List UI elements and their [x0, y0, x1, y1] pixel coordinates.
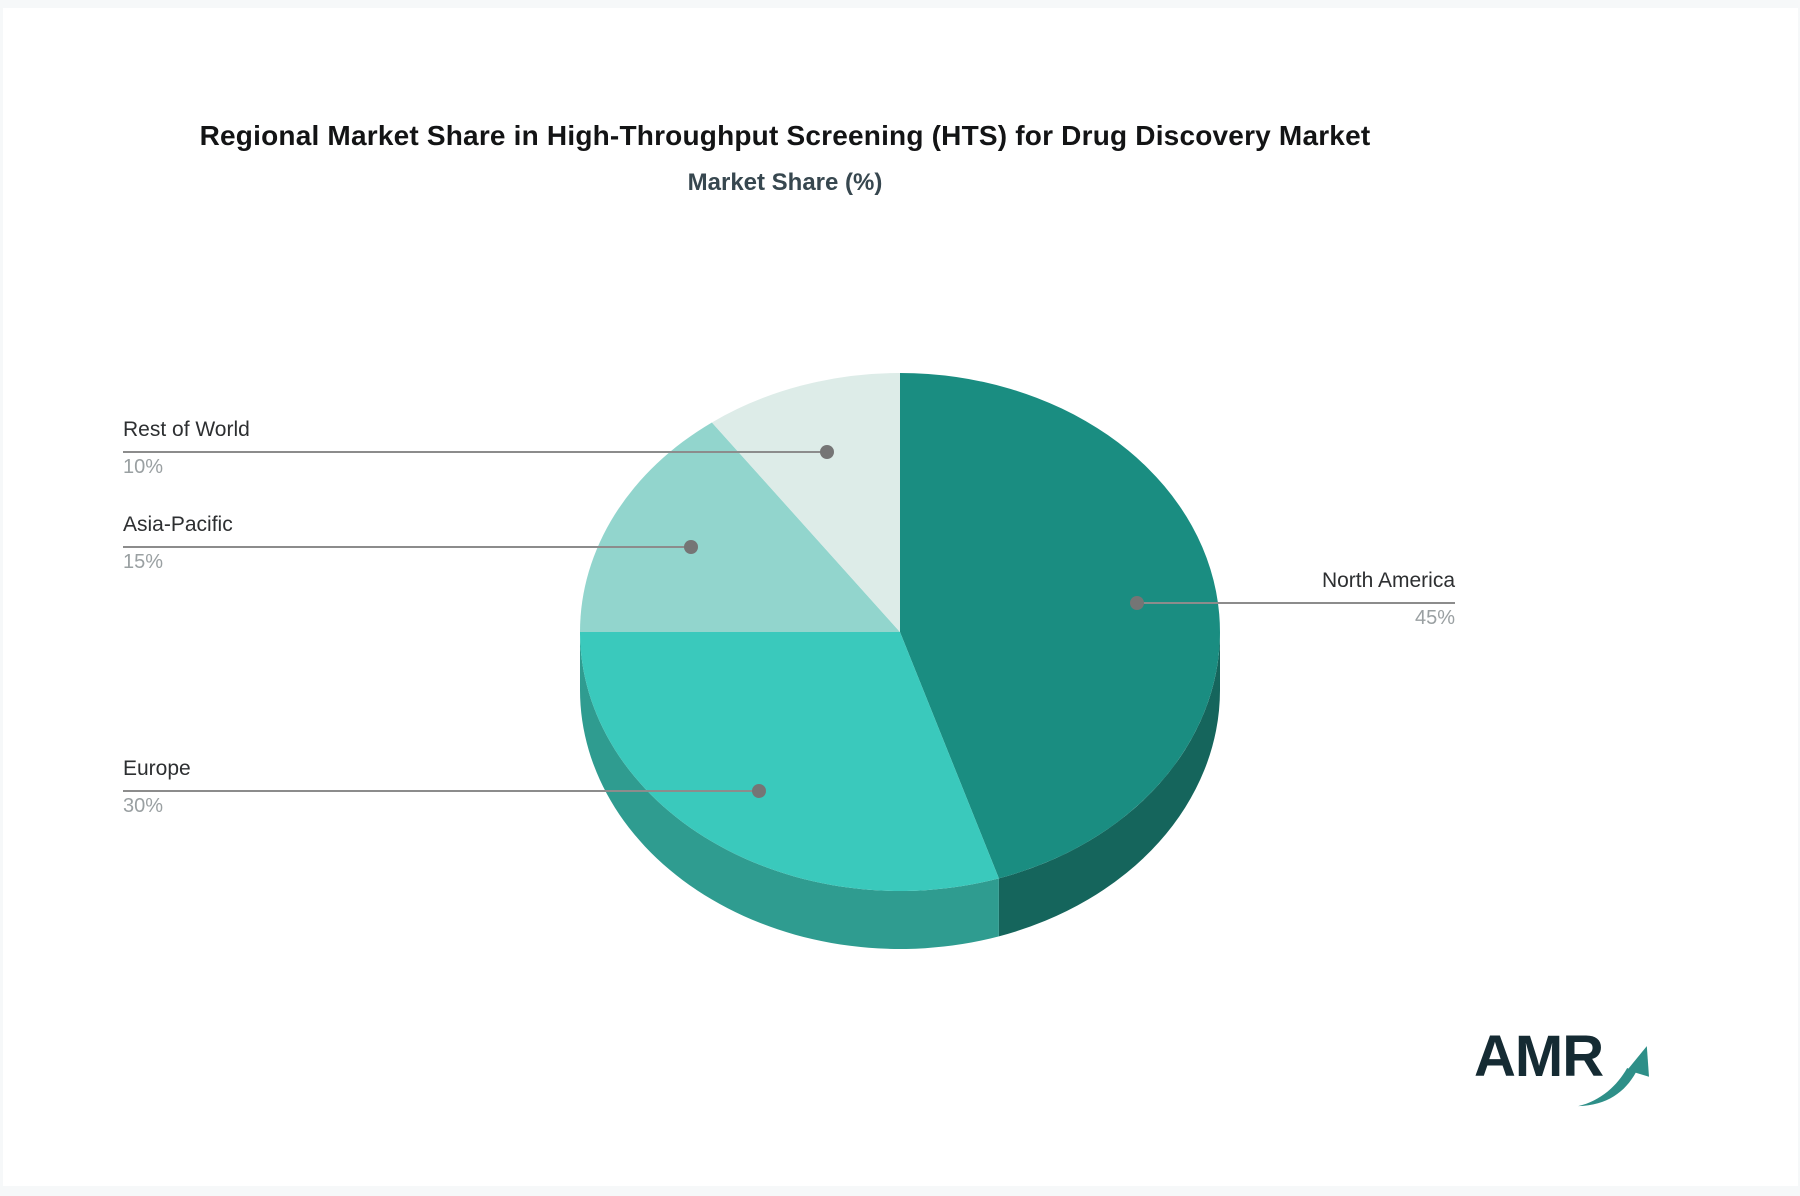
chart-title: Regional Market Share in High-Throughput… — [199, 120, 1371, 151]
growth-arrow-tail — [1578, 1068, 1636, 1107]
pie-slice-north-america[interactable] — [900, 373, 1220, 879]
frame-edge-top — [0, 0, 1800, 8]
frame-edge-right — [1798, 0, 1800, 1196]
slice-value-asia-pacific: 15% — [123, 551, 164, 573]
frame-edge-bottom — [0, 1186, 1800, 1196]
leader-dot-north-america — [1130, 596, 1144, 610]
amr-logo: AMR — [1474, 1028, 1654, 1114]
slice-label-rest-of-world: Rest of World — [123, 418, 250, 441]
pie-slice-europe[interactable] — [580, 632, 999, 891]
slice-value-rest-of-world: 10% — [123, 456, 164, 478]
slice-value-north-america: 45% — [1414, 607, 1455, 629]
callout-asia-pacific: Asia-Pacific 15% — [123, 513, 233, 574]
callout-europe: Europe 30% — [123, 757, 191, 818]
leader-dot-rest-of-world — [820, 445, 834, 459]
leader-dot-europe — [752, 784, 766, 798]
amr-logo-text: AMR — [1474, 1024, 1604, 1089]
growth-arrow-icon — [1578, 1046, 1649, 1107]
slice-label-europe: Europe — [123, 757, 191, 780]
slice-label-asia-pacific: Asia-Pacific — [123, 513, 233, 536]
leader-dot-asia-pacific — [684, 540, 698, 554]
callout-rest-of-world: Rest of World 10% — [123, 418, 250, 479]
chart-subtitle: Market Share (%) — [687, 169, 883, 196]
pie-slice-side-north-america — [998, 632, 1220, 937]
growth-arrow-head — [1627, 1046, 1649, 1077]
slice-value-europe: 30% — [123, 795, 164, 817]
pie-slice-asia-pacific[interactable] — [580, 422, 900, 632]
pie-slice-rest-of-world[interactable] — [711, 373, 900, 632]
frame-edge-left — [0, 0, 3, 1196]
pie-slice-side-europe — [580, 632, 999, 949]
slice-label-north-america: North America — [1321, 569, 1455, 592]
callout-north-america: North America 45% — [1322, 569, 1455, 630]
